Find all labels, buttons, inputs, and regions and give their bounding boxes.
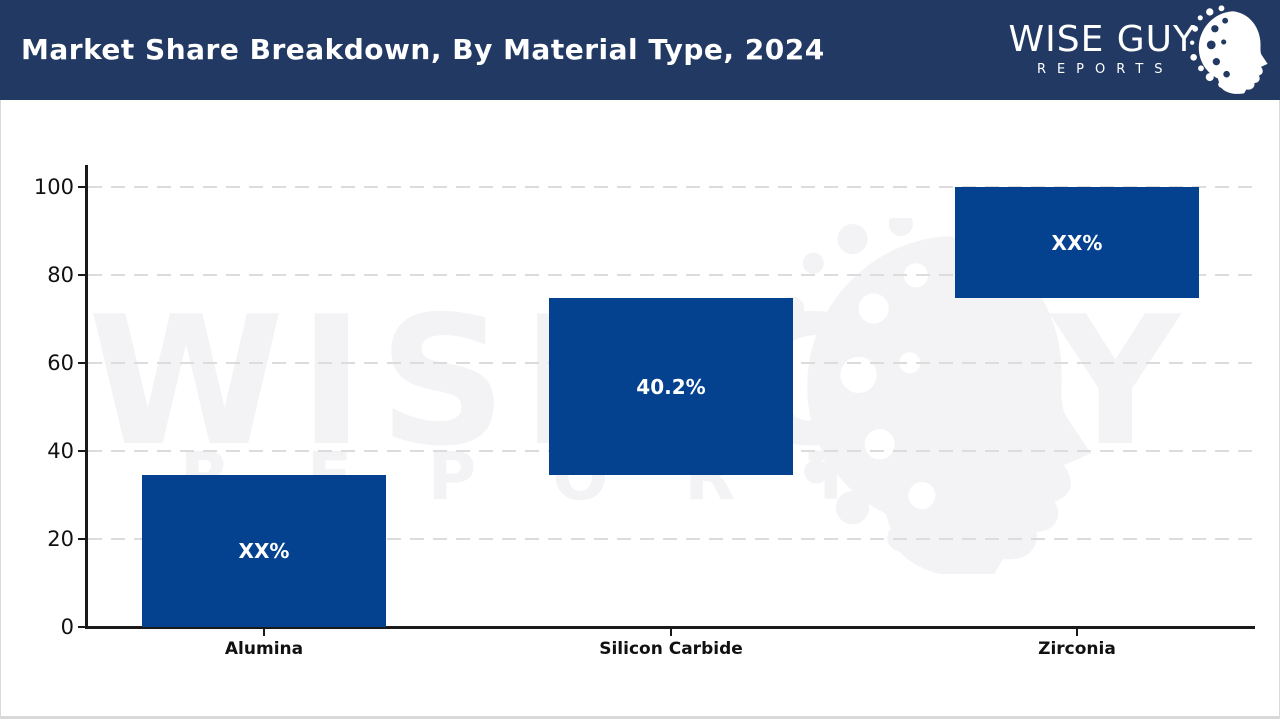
gridline-y100 xyxy=(88,186,1254,188)
y-tick-mark-100 xyxy=(78,186,85,188)
x-tick-mark-2 xyxy=(670,629,672,636)
category-label-silicon-carbide: Silicon Carbide xyxy=(599,639,743,659)
bar-silicon-carbide: 40.2% xyxy=(549,298,793,476)
bar-value-label: XX% xyxy=(238,539,290,564)
x-tick-mark-3 xyxy=(1076,629,1078,636)
y-tick-mark-80 xyxy=(78,274,85,276)
logo-brand-subtitle: REPORTS xyxy=(1036,62,1174,77)
y-tick-label-60: 60 xyxy=(47,351,74,375)
gridline-y80 xyxy=(88,274,1254,276)
y-tick-mark-0 xyxy=(78,626,85,628)
wise-guy-reports-logo: WISE GUY REPORTS xyxy=(1009,4,1273,96)
y-tick-label-100: 100 xyxy=(33,175,74,199)
y-tick-mark-40 xyxy=(78,450,85,452)
bar-value-label: XX% xyxy=(1051,230,1103,255)
y-tick-mark-60 xyxy=(78,362,85,364)
x-tick-mark-1 xyxy=(263,629,265,636)
category-label-alumina: Alumina xyxy=(224,639,304,659)
watermark-face-icon xyxy=(771,218,1091,574)
bar-alumina: XX% xyxy=(142,475,386,627)
bottom-rule xyxy=(0,716,1280,719)
y-tick-label-80: 80 xyxy=(47,263,74,287)
header-bar: Market Share Breakdown, By Material Type… xyxy=(0,0,1280,100)
bar-value-label: 40.2% xyxy=(636,374,706,399)
gridline-y20 xyxy=(88,538,1254,540)
y-tick-label-40: 40 xyxy=(47,439,74,463)
x-axis-line xyxy=(85,626,1255,629)
logo-wordmark: WISE GUY REPORTS xyxy=(1009,21,1197,79)
y-tick-label-20: 20 xyxy=(47,527,74,551)
logo-brand-name: WISE GUY xyxy=(1008,19,1196,60)
logo-face-icon xyxy=(1190,5,1268,94)
y-axis-line xyxy=(85,165,88,629)
category-label-zirconia: Zirconia xyxy=(1038,639,1116,659)
bar-zirconia: XX% xyxy=(955,187,1199,299)
page-title: Market Share Breakdown, By Material Type… xyxy=(21,33,825,66)
left-frame-line xyxy=(0,100,1,716)
y-tick-label-0: 0 xyxy=(60,615,74,639)
y-tick-mark-20 xyxy=(78,538,85,540)
